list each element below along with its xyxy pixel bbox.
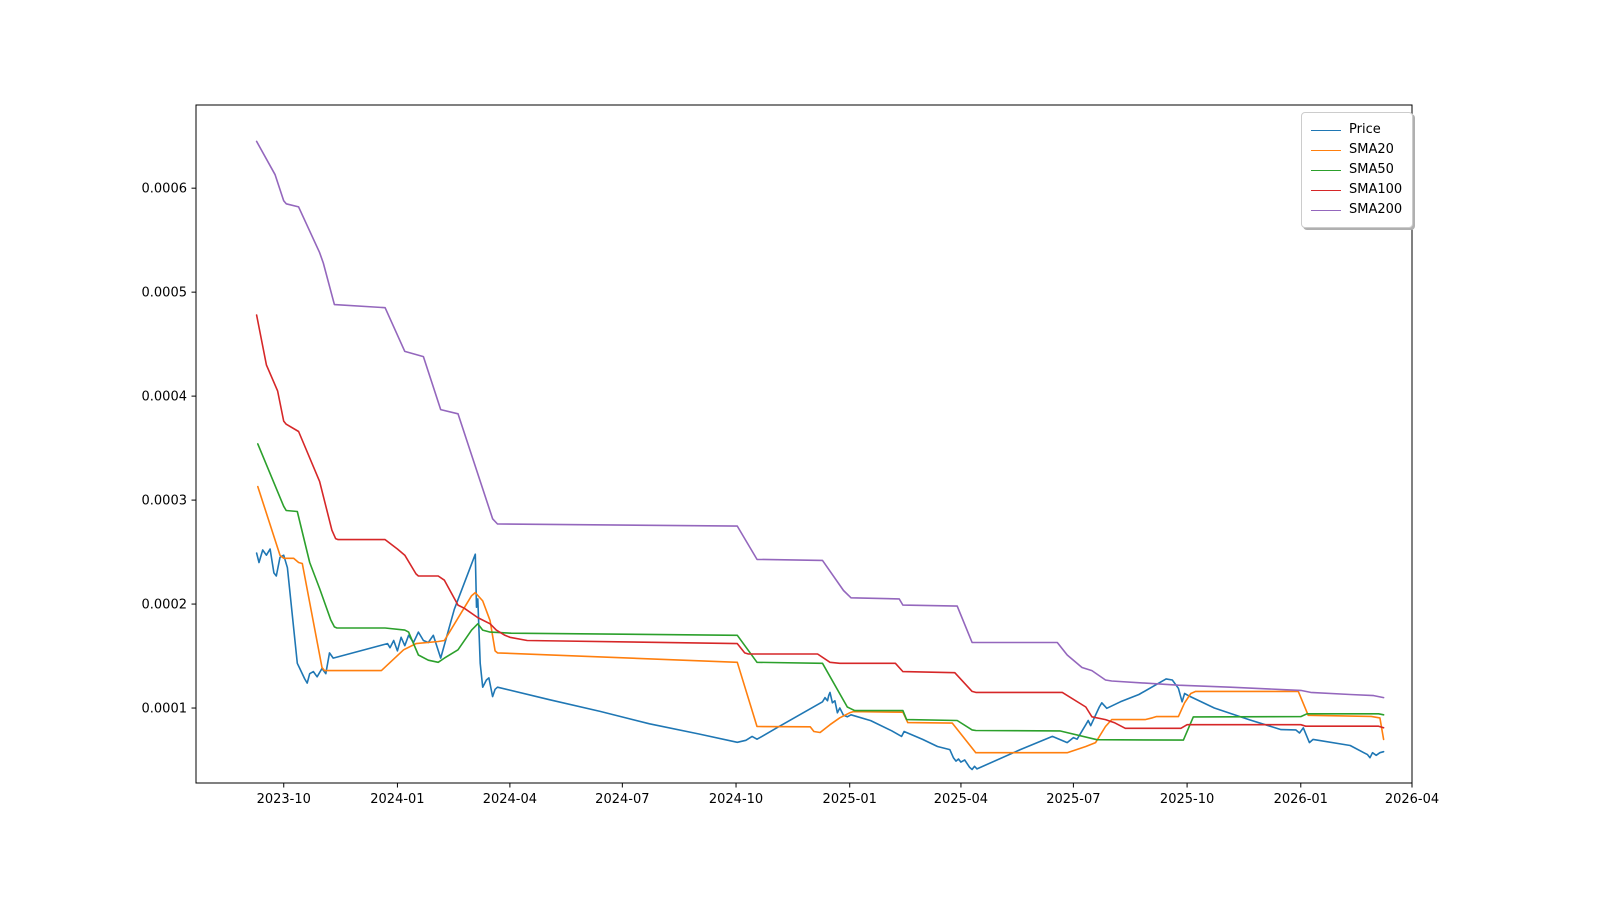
series-line-sma20 xyxy=(256,485,1385,754)
x-tick-label: 2025-01 xyxy=(823,792,877,807)
series-line-sma200 xyxy=(255,140,1385,699)
legend-swatch-sma200 xyxy=(1311,209,1341,211)
ticks-layer: 2023-10 2024-01 2024-04 2024-07 2024-10 2025-… xyxy=(142,182,1440,807)
legend: Price SMA20 SMA50 SMA100 SMA200 xyxy=(1301,112,1414,228)
legend-label: SMA20 xyxy=(1349,142,1394,157)
legend-label: SMA50 xyxy=(1349,162,1394,177)
y-tick-label: 0.0001 xyxy=(142,702,188,717)
legend-row-sma200: SMA200 xyxy=(1311,200,1402,220)
x-tick-label: 2024-07 xyxy=(595,792,649,807)
y-tick-label: 0.0006 xyxy=(142,182,188,197)
series-line-sma100 xyxy=(255,314,1385,730)
axes-frame xyxy=(195,104,1413,784)
x-tick-label: 2024-10 xyxy=(709,792,763,807)
y-tick-label: 0.0005 xyxy=(142,286,188,301)
legend-row-sma20: SMA20 xyxy=(1311,140,1402,160)
legend-row-sma50: SMA50 xyxy=(1311,160,1402,180)
x-tick-label: 2025-07 xyxy=(1046,792,1100,807)
legend-swatch-sma100 xyxy=(1311,189,1341,191)
legend-row-price: Price xyxy=(1311,120,1402,140)
legend-swatch-sma20 xyxy=(1311,149,1341,151)
legend-swatch-price xyxy=(1311,129,1341,131)
x-tick-label: 2023-10 xyxy=(257,792,311,807)
y-tick-label: 0.0003 xyxy=(142,494,188,509)
legend-label: SMA100 xyxy=(1349,182,1403,197)
legend-swatch-sma50 xyxy=(1311,169,1341,171)
legend-label: SMA200 xyxy=(1349,202,1403,217)
x-tick-label: 2025-10 xyxy=(1160,792,1214,807)
x-tick-label: 2026-04 xyxy=(1385,792,1439,807)
x-tick-label: 2024-01 xyxy=(370,792,424,807)
x-tick-label: 2025-04 xyxy=(934,792,988,807)
series-line-sma50 xyxy=(256,443,1385,741)
x-tick-label: 2026-01 xyxy=(1274,792,1328,807)
x-tick-label: 2024-04 xyxy=(483,792,537,807)
y-tick-label: 0.0002 xyxy=(142,598,188,613)
legend-label: Price xyxy=(1349,122,1381,137)
legend-row-sma100: SMA100 xyxy=(1311,180,1402,200)
series-line-price xyxy=(255,548,1385,771)
y-tick-label: 0.0004 xyxy=(142,390,188,405)
series-layer xyxy=(255,140,1385,771)
